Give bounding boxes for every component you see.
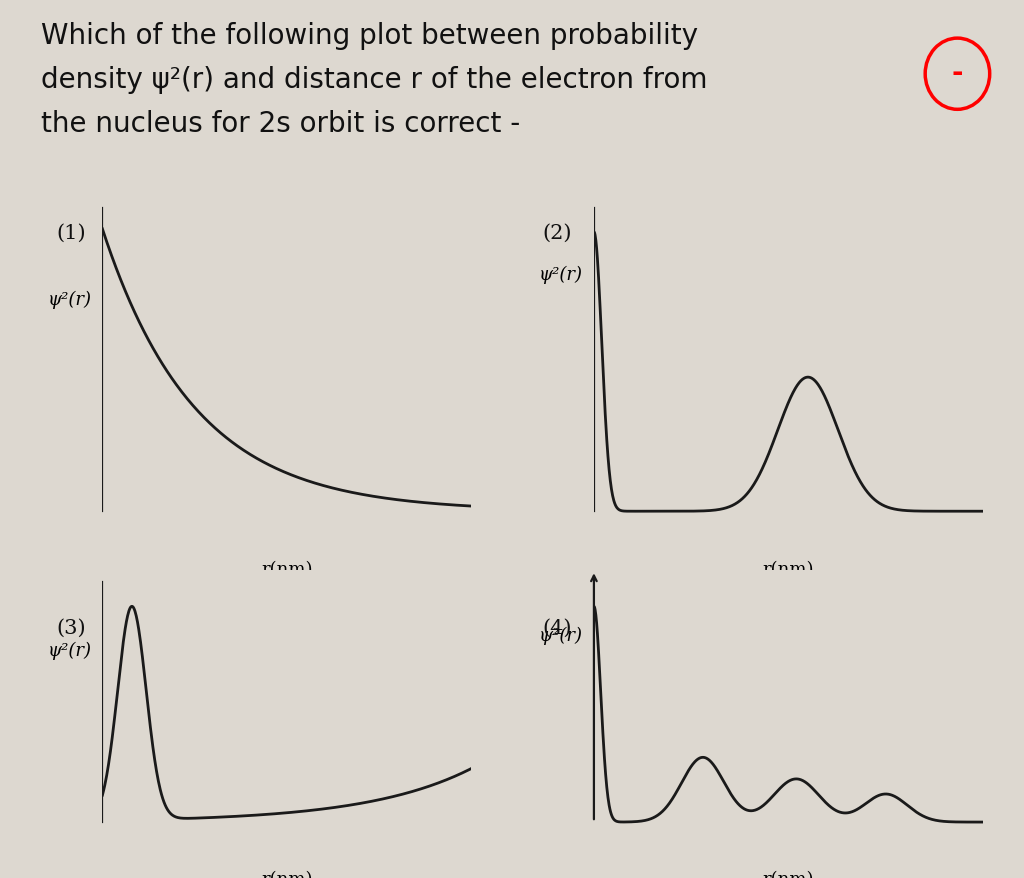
Text: r(nm): r(nm)	[261, 560, 312, 578]
Text: ψ²(r): ψ²(r)	[539, 266, 583, 284]
Text: r(nm): r(nm)	[763, 870, 814, 878]
Text: (3): (3)	[56, 618, 86, 637]
Text: the nucleus for 2s orbit is correct -: the nucleus for 2s orbit is correct -	[41, 110, 520, 138]
Text: density ψ²(r) and distance r of the electron from: density ψ²(r) and distance r of the elec…	[41, 66, 708, 94]
Text: r(nm): r(nm)	[763, 560, 814, 578]
Text: -: -	[951, 59, 964, 87]
Text: ψ²(r): ψ²(r)	[47, 291, 91, 308]
Text: (1): (1)	[56, 223, 86, 242]
Text: ψ²(r): ψ²(r)	[539, 626, 583, 644]
Text: r(nm): r(nm)	[261, 870, 312, 878]
Text: (2): (2)	[543, 223, 572, 242]
Text: (4): (4)	[543, 618, 572, 637]
Text: Which of the following plot between probability: Which of the following plot between prob…	[41, 22, 698, 50]
Text: ψ²(r): ψ²(r)	[47, 641, 91, 658]
